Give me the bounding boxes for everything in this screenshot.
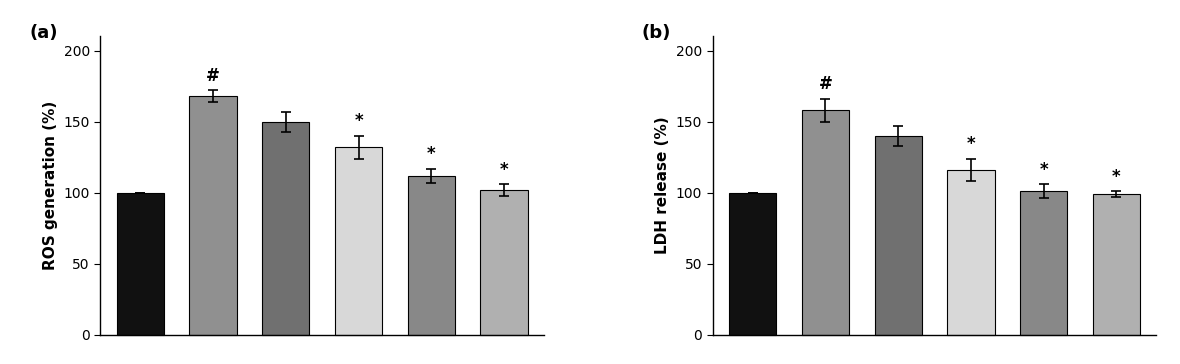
Y-axis label: LDH release (%): LDH release (%) <box>655 117 670 254</box>
Bar <box>262 122 309 335</box>
Bar <box>407 176 455 335</box>
Bar <box>1093 194 1140 335</box>
Text: *: * <box>354 112 363 130</box>
Bar <box>190 96 237 335</box>
Text: *: * <box>1112 168 1121 186</box>
Text: #: # <box>819 75 832 93</box>
Text: #: # <box>206 67 219 85</box>
Y-axis label: ROS generation (%): ROS generation (%) <box>42 101 58 270</box>
Text: (b): (b) <box>642 24 671 43</box>
Text: *: * <box>499 161 509 178</box>
Bar <box>874 136 922 335</box>
Bar <box>1020 191 1067 335</box>
Text: *: * <box>1040 161 1048 178</box>
Bar <box>117 193 164 335</box>
Text: *: * <box>966 135 975 153</box>
Bar <box>480 190 527 335</box>
Bar <box>335 147 382 335</box>
Bar <box>801 110 850 335</box>
Bar <box>729 193 776 335</box>
Text: (a): (a) <box>30 24 58 43</box>
Text: *: * <box>427 145 435 163</box>
Bar <box>948 170 995 335</box>
